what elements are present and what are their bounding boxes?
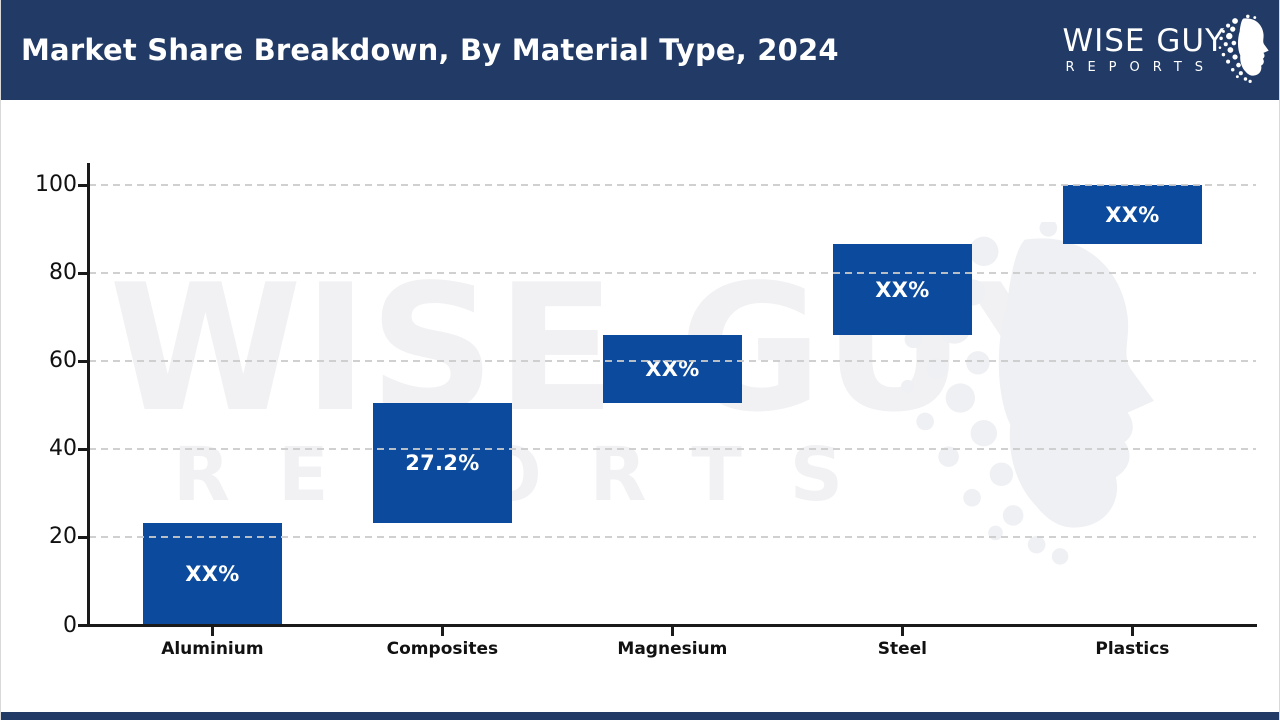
bar-composites: 27.2%: [372, 403, 512, 524]
bar-magnesium: XX%: [602, 335, 742, 404]
gridline-20: [89, 536, 1256, 539]
x-category-label-magnesium: Magnesium: [617, 639, 728, 659]
x-tick-magnesium: [670, 627, 674, 636]
y-tick-label-0: 0: [63, 612, 77, 638]
logo-subtext: REPORTS: [1065, 60, 1217, 75]
footer-bar: [1, 712, 1279, 720]
y-axis-line: [87, 163, 90, 627]
bar-value-label: XX%: [1105, 202, 1160, 227]
bar-plastics: XX%: [1062, 185, 1202, 245]
gridline-80: [89, 272, 1256, 275]
x-category-label-plastics: Plastics: [1095, 639, 1170, 659]
bar-value-label: XX%: [875, 277, 930, 302]
x-tick-aluminium: [210, 627, 214, 636]
x-category-label-composites: Composites: [386, 639, 499, 659]
y-tick-0: [78, 624, 87, 627]
y-tick-100: [78, 183, 87, 187]
bar-value-label: XX%: [185, 562, 240, 587]
x-tick-composites: [440, 627, 444, 636]
x-axis-line: [87, 624, 1257, 627]
y-tick-label-60: 60: [49, 348, 77, 374]
y-tick-60: [78, 359, 87, 363]
gridline-60: [89, 360, 1256, 363]
bar-aluminium: XX%: [142, 523, 282, 626]
y-tick-80: [78, 271, 87, 275]
x-category-label-aluminium: Aluminium: [161, 639, 264, 659]
y-tick-20: [78, 535, 87, 539]
y-tick-label-80: 80: [49, 260, 77, 286]
wiseguy-logo: WISE GUY REPORTS: [1062, 11, 1279, 89]
wiseguy-face-icon: [1218, 14, 1269, 83]
wiseguy-face-watermark-icon: [901, 222, 1154, 565]
header-bar: Market Share Breakdown, By Material Type…: [1, 0, 1279, 100]
x-category-label-steel: Steel: [877, 639, 928, 659]
gridline-40: [89, 448, 1256, 451]
y-tick-label-20: 20: [49, 524, 77, 550]
y-tick-label-40: 40: [49, 436, 77, 462]
bar-steel: XX%: [832, 244, 972, 336]
y-tick-label-100: 100: [35, 172, 77, 197]
bar-value-label: 27.2%: [405, 451, 480, 476]
x-tick-plastics: [1130, 627, 1134, 636]
x-tick-steel: [900, 627, 904, 636]
y-tick-40: [78, 447, 87, 451]
logo-wordmark: WISE GUY: [1062, 23, 1225, 59]
gridline-100: [89, 184, 1256, 186]
page-title: Market Share Breakdown, By Material Type…: [21, 33, 839, 67]
